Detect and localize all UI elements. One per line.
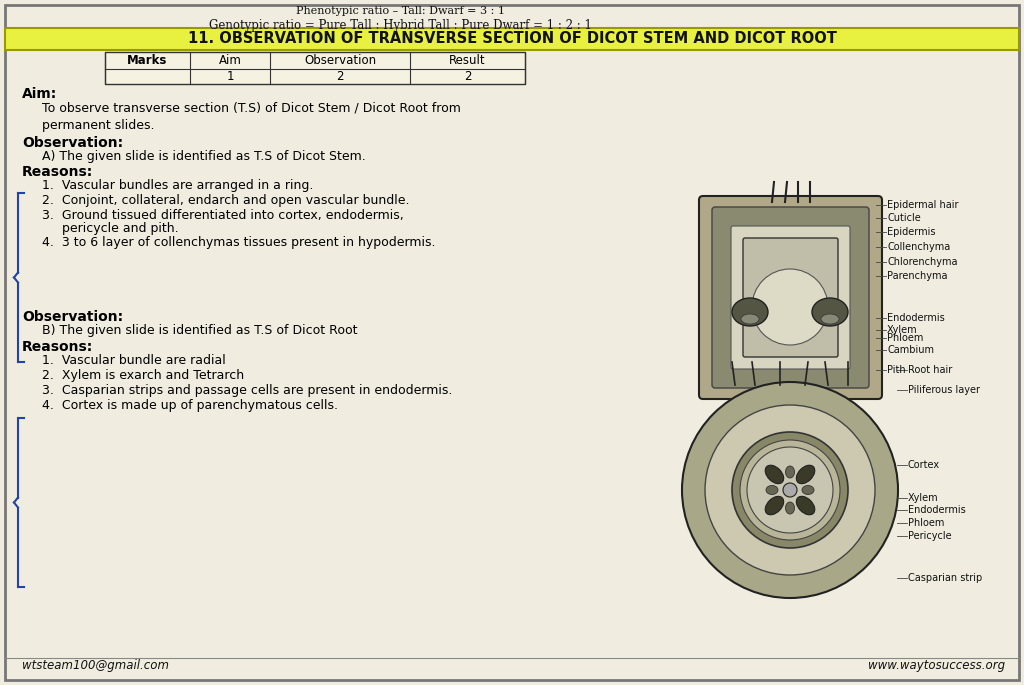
Ellipse shape [766, 486, 778, 495]
Text: Reasons:: Reasons: [22, 165, 93, 179]
Ellipse shape [785, 502, 795, 514]
Text: Epidermis: Epidermis [887, 227, 936, 237]
Text: Collenchyma: Collenchyma [887, 242, 950, 252]
Text: 1: 1 [226, 70, 233, 83]
Circle shape [752, 269, 828, 345]
Circle shape [783, 483, 797, 497]
Text: Chlorenchyma: Chlorenchyma [887, 257, 957, 267]
Circle shape [705, 405, 874, 575]
Text: 1.  Vascular bundle are radial: 1. Vascular bundle are radial [42, 354, 225, 367]
Text: Phloem: Phloem [887, 333, 924, 343]
Text: Cuticle: Cuticle [887, 213, 921, 223]
Text: Epidermal hair: Epidermal hair [887, 200, 958, 210]
Text: www.waytosuccess.org: www.waytosuccess.org [868, 660, 1005, 673]
Text: Endodermis: Endodermis [908, 505, 966, 515]
Text: 3.  Casparian strips and passage cells are present in endodermis.: 3. Casparian strips and passage cells ar… [42, 384, 453, 397]
Ellipse shape [785, 466, 795, 478]
Text: Casparian strip: Casparian strip [908, 573, 982, 583]
Text: Xylem: Xylem [887, 325, 918, 335]
Ellipse shape [741, 314, 759, 324]
Circle shape [682, 382, 898, 598]
Text: Observation: Observation [304, 54, 376, 67]
Bar [105, 52, 525, 84]
Text: Phloem: Phloem [908, 518, 944, 528]
Text: To observe transverse section (T.S) of Dicot Stem / Dicot Root from
permanent sl: To observe transverse section (T.S) of D… [42, 101, 461, 132]
Ellipse shape [802, 486, 814, 495]
Text: Piliferous layer: Piliferous layer [908, 385, 980, 395]
Text: Reasons:: Reasons: [22, 340, 93, 354]
Bar [5, 28, 1019, 50]
Text: 4.  3 to 6 layer of collenchymas tissues present in hypodermis.: 4. 3 to 6 layer of collenchymas tissues … [42, 236, 435, 249]
FancyBboxPatch shape [731, 226, 850, 369]
Text: Aim:: Aim: [22, 87, 57, 101]
Ellipse shape [821, 314, 839, 324]
Text: 11. OBSERVATION OF TRANSVERSE SECTION OF DICOT STEM AND DICOT ROOT: 11. OBSERVATION OF TRANSVERSE SECTION OF… [187, 31, 837, 45]
Text: Genotypic ratio = Pure Tall : Hybrid Tall : Pure Dwarf = 1 : 2 : 1: Genotypic ratio = Pure Tall : Hybrid Tal… [209, 19, 592, 32]
Text: 2.  Conjoint, collateral, endarch and open vascular bundle.: 2. Conjoint, collateral, endarch and ope… [42, 194, 410, 207]
Ellipse shape [797, 465, 815, 484]
Ellipse shape [765, 465, 783, 484]
Text: 2.  Xylem is exarch and Tetrarch: 2. Xylem is exarch and Tetrarch [42, 369, 244, 382]
Text: Root hair: Root hair [908, 365, 952, 375]
Text: Observation:: Observation: [22, 136, 123, 150]
Text: Pith: Pith [887, 365, 905, 375]
Ellipse shape [732, 298, 768, 326]
Circle shape [740, 440, 840, 540]
FancyBboxPatch shape [743, 238, 838, 357]
Text: wtsteam100@gmail.com: wtsteam100@gmail.com [22, 660, 169, 673]
Text: 1.  Vascular bundles are arranged in a ring.: 1. Vascular bundles are arranged in a ri… [42, 179, 313, 192]
Ellipse shape [797, 497, 815, 514]
Text: B) The given slide is identified as T.S of Dicot Root: B) The given slide is identified as T.S … [42, 324, 357, 337]
Text: Observation:: Observation: [22, 310, 123, 324]
Text: 4.  Cortex is made up of parenchymatous cells.: 4. Cortex is made up of parenchymatous c… [42, 399, 338, 412]
Text: Pericycle: Pericycle [908, 531, 951, 541]
Text: Result: Result [450, 54, 485, 67]
Text: 2: 2 [464, 70, 471, 83]
Text: pericycle and pith.: pericycle and pith. [42, 222, 178, 235]
Text: 2: 2 [336, 70, 344, 83]
Text: Xylem: Xylem [908, 493, 939, 503]
Circle shape [746, 447, 833, 533]
Text: 3.  Ground tissued differentiated into cortex, endodermis,: 3. Ground tissued differentiated into co… [42, 209, 403, 222]
Circle shape [732, 432, 848, 548]
Text: A) The given slide is identified as T.S of Dicot Stem.: A) The given slide is identified as T.S … [42, 150, 366, 163]
Text: Cambium: Cambium [887, 345, 934, 355]
FancyBboxPatch shape [699, 196, 882, 399]
Text: Cortex: Cortex [908, 460, 940, 470]
Text: Marks: Marks [127, 54, 168, 67]
FancyBboxPatch shape [712, 207, 869, 388]
Ellipse shape [765, 497, 783, 514]
Text: Phenotypic ratio – Tall: Dwarf = 3 : 1: Phenotypic ratio – Tall: Dwarf = 3 : 1 [296, 6, 505, 16]
Ellipse shape [812, 298, 848, 326]
Text: Aim: Aim [218, 54, 242, 67]
Text: Parenchyma: Parenchyma [887, 271, 947, 281]
Text: Endodermis: Endodermis [887, 313, 945, 323]
